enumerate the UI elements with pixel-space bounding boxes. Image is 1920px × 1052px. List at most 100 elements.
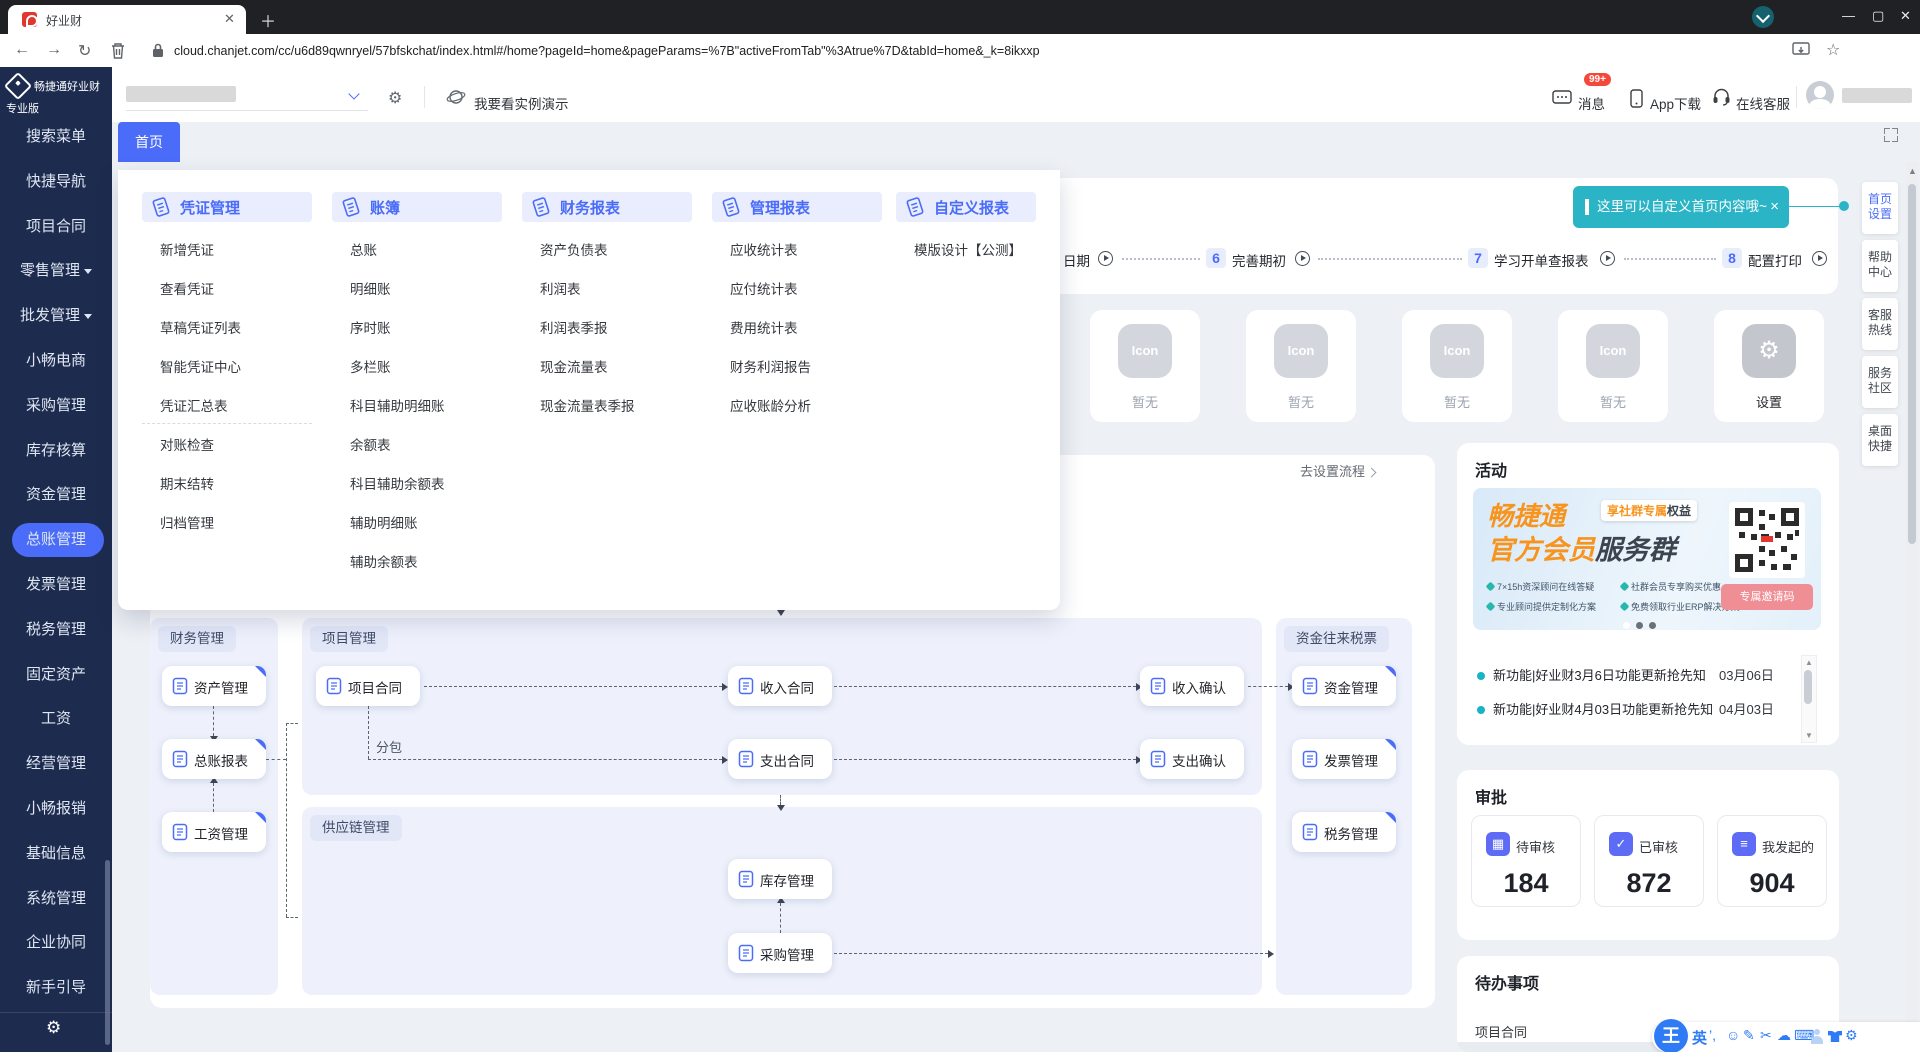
bookmark-star-icon[interactable]: ☆ [1826,42,1841,59]
support-label[interactable]: 在线客服 [1736,97,1790,112]
menu-item-科目辅助明细账[interactable]: 科目辅助明细账 [350,399,445,414]
menu-item-应收统计表[interactable]: 应收统计表 [730,243,798,258]
page-scrollbar-thumb[interactable] [1908,184,1916,544]
scrollbar-up-icon[interactable]: ▲ [1908,166,1917,176]
window-maximize-button[interactable]: ▢ [1872,8,1885,23]
url-text[interactable]: cloud.chanjet.com/cc/u6d89qwnryel/57bfsk… [174,44,1040,58]
flow-node-发票管理[interactable]: 发票管理 [1292,739,1396,779]
flow-node-资金管理[interactable]: 资金管理 [1292,666,1396,706]
flow-node-收入合同[interactable]: 收入合同 [728,666,832,706]
news-scrollbar[interactable]: ▲ ▼ [1801,655,1817,743]
messages-label[interactable]: 消息 [1578,97,1605,112]
redacted-company-name[interactable] [126,86,236,102]
punctuation-mode[interactable]: ’, [1709,1027,1716,1043]
demo-link[interactable]: 我要看实例演示 [474,97,569,112]
sidebar-item-项目合同[interactable]: 项目合同 [25,217,86,235]
play-icon[interactable] [1812,251,1827,266]
flow-node-项目合同[interactable]: 项目合同 [316,666,420,706]
menu-item-多栏账[interactable]: 多栏账 [350,360,391,375]
step-label-学习开单查报表[interactable]: 学习开单查报表 [1494,254,1589,269]
menu-item-现金流量表[interactable]: 现金流量表 [540,360,608,375]
collapse-layout-icon[interactable] [1884,128,1898,142]
menu-header-凭证管理[interactable]: 凭证管理 [142,192,312,222]
menu-item-凭证汇总表[interactable]: 凭证汇总表 [160,399,228,414]
sidebar-item-库存核算[interactable]: 库存核算 [25,441,86,459]
flow-node-支出确认[interactable]: 支出确认 [1140,739,1244,779]
shirt-icon[interactable] [1828,1031,1842,1042]
sidebar-item-采购管理[interactable]: 采购管理 [25,396,86,414]
account-settings-gear-icon[interactable]: ⚙ [388,90,403,107]
approval-stat-已审核[interactable]: ✓ 已审核 872 [1594,815,1704,907]
setup-flow-link[interactable]: 去设置流程 [1300,461,1377,480]
flow-node-收入确认[interactable]: 收入确认 [1140,666,1244,706]
sidebar-item-零售管理[interactable]: 零售管理 [0,254,112,288]
sidebar-scrollbar[interactable] [105,860,110,1045]
toolbar-首页设置[interactable]: 首页 设置 [1862,182,1898,234]
flow-node-采购管理[interactable]: 采购管理 [728,933,832,973]
menu-item-应收账龄分析[interactable]: 应收账龄分析 [730,399,811,414]
forward-icon[interactable]: → [46,41,62,58]
menu-header-自定义报表[interactable]: 自定义报表 [896,192,1036,222]
flow-node-总账报表[interactable]: 总账报表 [162,739,266,779]
menu-item-资产负债表[interactable]: 资产负债表 [540,243,608,258]
menu-header-财务报表[interactable]: 财务报表 [522,192,692,222]
menu-header-账簿[interactable]: 账簿 [332,192,502,222]
menu-item-智能凭证中心[interactable]: 智能凭证中心 [160,360,241,375]
app-download-label[interactable]: App下载 [1650,97,1702,112]
menu-item-新增凭证[interactable]: 新增凭证 [160,243,214,258]
flow-node-税务管理[interactable]: 税务管理 [1292,812,1396,852]
reload-icon[interactable]: ↻ [78,43,92,60]
carousel-dots[interactable] [1623,616,1662,630]
toolbar-客服热线[interactable]: 客服 热线 [1862,298,1898,350]
person-icon[interactable] [1811,1029,1823,1045]
ime-gear-icon[interactable]: ⚙ [1845,1027,1858,1043]
user-avatar[interactable] [1806,81,1834,109]
menu-item-辅助余额表[interactable]: 辅助余额表 [350,555,418,570]
keyboard-icon[interactable]: ⌨ [1794,1027,1815,1043]
menu-item-序时账[interactable]: 序时账 [350,321,391,336]
sidebar-item-总账管理[interactable]: 总账管理 [25,531,86,549]
menu-item-现金流量表季报[interactable]: 现金流量表季报 [540,399,635,414]
shortcut-card-empty[interactable]: Icon 暂无 [1402,310,1512,422]
ime-logo[interactable]: 王 [1654,1019,1688,1052]
shortcut-card-settings[interactable]: ⚙ 设置 [1714,310,1824,422]
sidebar-item-小畅报销[interactable]: 小畅报销 [25,800,86,817]
lock-icon[interactable] [152,43,164,58]
menu-item-费用统计表[interactable]: 费用统计表 [730,321,798,336]
step-label-完善期初[interactable]: 完善期初 [1232,254,1286,269]
todo-item[interactable]: 项目合同 [1475,1025,1528,1040]
sidebar-item-税务管理[interactable]: 税务管理 [25,620,86,638]
play-icon[interactable] [1295,251,1310,266]
redacted-user-name[interactable] [1842,88,1912,103]
sidebar-item-新手引导[interactable]: 新手引导 [25,979,86,997]
flow-node-资产管理[interactable]: 资产管理 [162,666,266,706]
support-headset-icon[interactable] [1712,88,1731,106]
menu-item-归档管理[interactable]: 归档管理 [160,516,214,531]
menu-item-总账[interactable]: 总账 [350,243,377,258]
menu-item-对账检查[interactable]: 对账检查 [160,438,214,453]
menu-item-期末结转[interactable]: 期末结转 [160,477,214,492]
window-close-button[interactable]: ✕ [1900,8,1911,23]
tab-close-icon[interactable]: ✕ [224,11,235,26]
install-app-icon[interactable] [1792,42,1810,58]
menu-item-模版设计【公测】[interactable]: 模版设计【公测】 [914,243,1022,258]
new-tab-button[interactable]: ＋ [260,14,277,31]
browser-tab[interactable]: 好业财 ✕ [8,5,246,34]
toolbar-帮助中心[interactable]: 帮助 中心 [1862,240,1898,292]
app-download-icon[interactable] [1630,89,1643,108]
sidebar-item-工资[interactable]: 工资 [40,710,71,728]
menu-item-余额表[interactable]: 余额表 [350,438,391,453]
flow-node-库存管理[interactable]: 库存管理 [728,859,832,899]
approval-stat-我发起的[interactable]: ≡ 我发起的 904 [1717,815,1827,907]
emoji-icon[interactable]: ☺ [1726,1027,1741,1043]
sidebar-item-基础信息[interactable]: 基础信息 [25,844,86,862]
window-minimize-button[interactable]: — [1842,8,1855,23]
news-item[interactable]: 新功能|好业财3月6日功能更新抢先知 [1477,665,1706,684]
shortcut-card-empty[interactable]: Icon 暂无 [1246,310,1356,422]
flow-node-支出合同[interactable]: 支出合同 [728,739,832,779]
menu-item-利润表[interactable]: 利润表 [540,282,581,297]
menu-item-辅助明细账[interactable]: 辅助明细账 [350,516,418,531]
messages-icon[interactable] [1552,90,1572,106]
play-icon[interactable] [1098,251,1113,266]
sidebar-gear-icon[interactable]: ⚙ [46,1018,62,1037]
